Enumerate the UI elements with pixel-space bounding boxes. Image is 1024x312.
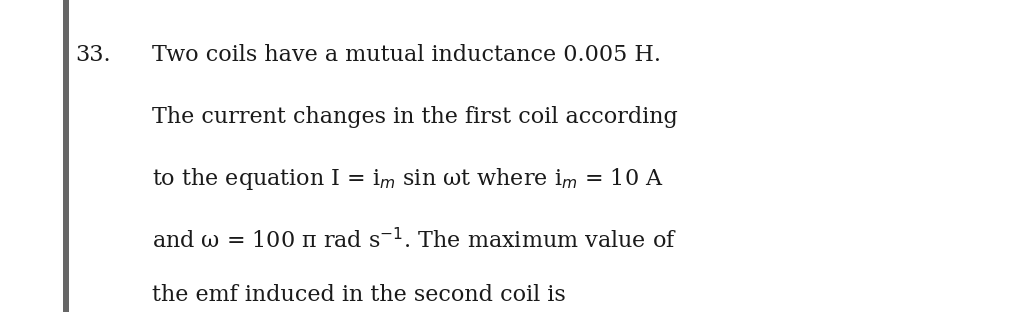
Text: 33.: 33. [75, 44, 111, 66]
Text: and ω = 100 π rad s$^{-1}$. The maximum value of: and ω = 100 π rad s$^{-1}$. The maximum … [152, 228, 677, 253]
Text: Two coils have a mutual inductance 0.005 H.: Two coils have a mutual inductance 0.005… [152, 44, 660, 66]
Text: the emf induced in the second coil is: the emf induced in the second coil is [152, 284, 565, 306]
Bar [63, 0, 69, 312]
Text: to the equation I = i$_{m}$ sin ωt where i$_{m}$ = 10 A: to the equation I = i$_{m}$ sin ωt where… [152, 166, 664, 193]
Text: The current changes in the first coil according: The current changes in the first coil ac… [152, 106, 677, 128]
